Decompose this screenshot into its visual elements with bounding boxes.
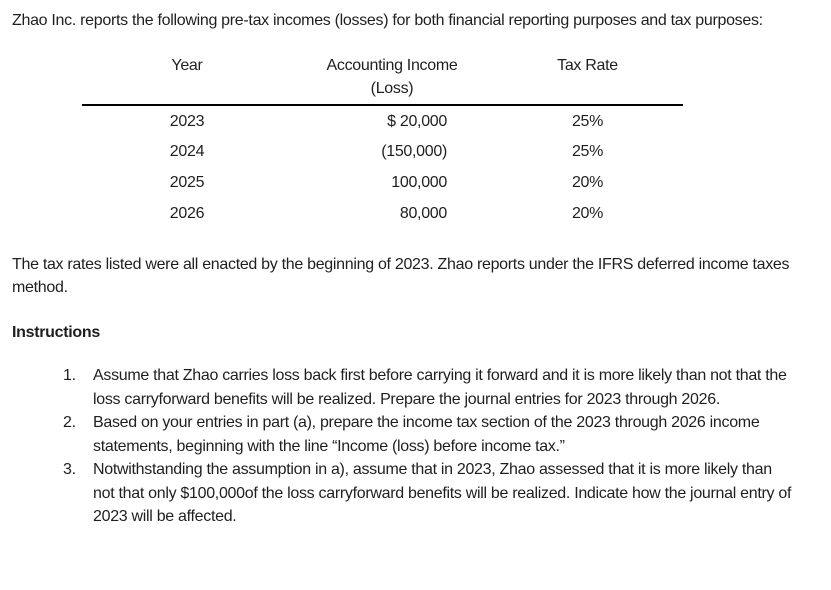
income-cell: 80,000 [399, 205, 447, 222]
instruction-item-text: Notwithstanding the assumption in a), as… [93, 461, 792, 525]
table-row: 2025 100,000 20% [82, 167, 683, 198]
document: Zhao Inc. reports the following pre-tax … [12, 12, 797, 529]
tax-rate-cell: 25% [571, 143, 604, 160]
instruction-item-1: 1. Assume that Zhao carries loss back fi… [63, 364, 797, 411]
instruction-item-text: Based on your entries in part (a), prepa… [93, 414, 760, 455]
instruction-item-number: 1. [63, 367, 76, 384]
year-cell: 2024 [169, 143, 205, 160]
table-header-row: Year Accounting Income (Loss) Tax Rate [82, 54, 683, 106]
instructions-list: 1. Assume that Zhao carries loss back fi… [12, 364, 797, 529]
instruction-item-2: 2. Based on your entries in part (a), pr… [63, 411, 797, 458]
year-cell: 2023 [169, 112, 205, 130]
tax-rate-cell: 20% [571, 174, 604, 191]
instruction-item-number: 3. [63, 461, 76, 478]
income-column-header-line2: (Loss) [370, 80, 414, 97]
year-cell: 2025 [169, 174, 205, 191]
instructions-heading: Instructions [12, 324, 100, 341]
instruction-item-text: Assume that Zhao carries loss back first… [93, 367, 787, 408]
instruction-item-number: 2. [63, 414, 76, 431]
tax-rate-column-header: Tax Rate [492, 54, 683, 106]
table-row: 2026 80,000 20% [82, 198, 683, 229]
income-cell: (150,000) [381, 143, 447, 160]
income-column-header-line1: Accounting Income [326, 57, 458, 74]
income-table: Year Accounting Income (Loss) Tax Rate 2… [82, 54, 683, 229]
instruction-item-3: 3. Notwithstanding the assumption in a),… [63, 458, 797, 529]
income-column-header: Accounting Income (Loss) [292, 54, 492, 106]
income-cell: $ 20,000 [387, 112, 447, 130]
year-cell: 2026 [169, 205, 205, 222]
income-cell: 100,000 [391, 174, 447, 191]
intro-paragraph: Zhao Inc. reports the following pre-tax … [12, 12, 763, 29]
tax-rate-cell: 25% [571, 112, 604, 130]
table-row: 2024 (150,000) 25% [82, 136, 683, 167]
tax-rate-cell: 20% [571, 205, 604, 222]
note-paragraph: The tax rates listed were all enacted by… [12, 256, 790, 296]
table-row: 2023 $ 20,000 25% [82, 105, 683, 136]
year-column-header: Year [82, 54, 292, 106]
